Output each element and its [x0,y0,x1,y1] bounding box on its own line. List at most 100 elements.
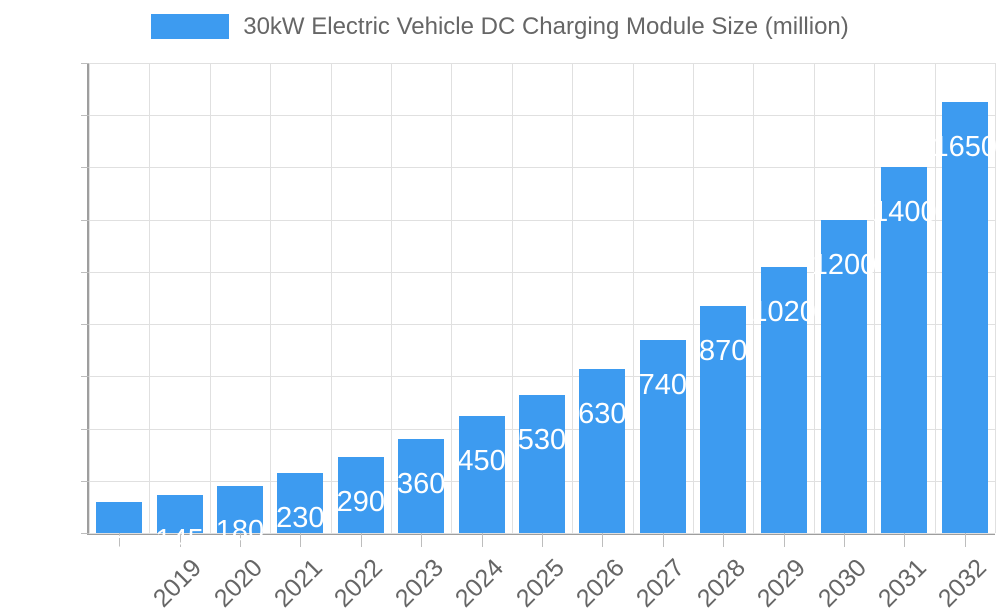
legend-series-label: 30kW Electric Vehicle DC Charging Module… [243,12,849,40]
x-axis-tick-mark [482,533,483,547]
y-axis-tick-mark [81,428,89,430]
x-axis-tick-label: 2022 [329,553,389,613]
bar-slot[interactable]: 290 [331,63,391,533]
x-axis-tick-mark [723,533,724,547]
gridline-vertical [270,63,271,533]
x-axis-tick-label: 2031 [872,553,933,613]
gridline-horizontal [89,115,995,117]
plot-area: 020040060080010001200140016001800 120145… [81,63,1000,613]
bar[interactable] [700,305,747,533]
bar-value-label: 1400 [872,196,937,229]
bar[interactable] [277,472,324,533]
gridline-vertical [391,63,392,533]
bar-slot[interactable]: 1200 [811,63,877,533]
x-axis-tick-label: 2030 [812,553,872,613]
y-axis-tick-mark [81,63,89,64]
x-axis-tick-mark [119,533,120,547]
bar-slot[interactable]: 870 [693,63,753,533]
bar-chart: 30kW Electric Vehicle DC Charging Module… [0,14,1000,613]
x-axis-tick-mark [844,533,845,547]
bar[interactable] [156,495,203,533]
gridline-vertical [331,63,332,533]
bar-slot[interactable]: 740 [633,63,693,533]
bar[interactable] [760,266,807,533]
bar[interactable] [216,486,263,533]
bar-slot[interactable]: 180 [210,63,270,546]
gridline-vertical [210,63,211,533]
bar[interactable] [579,368,626,533]
chart-legend: 30kW Electric Vehicle DC Charging Module… [0,14,1000,39]
bar-slot[interactable]: 120 [89,63,149,561]
gridline-vertical [633,63,634,533]
bar-value-label: 1200 [811,248,877,281]
bar[interactable] [458,415,505,533]
bar-value-label: 630 [578,397,627,430]
bar[interactable] [398,439,445,533]
bar-slot[interactable]: 1400 [872,63,937,533]
gridline-vertical [814,63,815,533]
gridline-vertical [512,63,513,533]
x-axis-tick-label: 2028 [691,553,751,613]
bar[interactable] [96,501,143,533]
y-axis-tick-mark [81,533,89,534]
gridline-horizontal [89,167,995,169]
x-axis-tick-mark [784,533,785,547]
gridline-vertical [935,63,936,533]
x-axis-tick-mark [180,533,181,547]
bar-slot[interactable]: 630 [572,63,632,533]
bar-value-label: 870 [698,334,748,367]
x-axis-tick-mark [361,533,362,547]
x-axis-tick-mark [240,533,241,547]
gridline-vertical [995,63,996,533]
bar-slot[interactable]: 450 [451,63,511,533]
bar[interactable] [337,457,384,533]
x-axis-tick-label: 2025 [510,553,570,613]
x-axis-tick-label: 2021 [268,553,329,613]
gridline-vertical [753,63,754,533]
bar-value-label: 180 [215,515,265,547]
x-axis-tick-mark [542,533,543,547]
bar[interactable] [820,219,867,533]
bar-slot[interactable]: 145 [149,63,209,555]
x-axis-tick-mark [602,533,603,547]
x-axis-tick-label: 2027 [631,553,691,613]
gridline-horizontal [89,63,995,64]
y-axis-tick-mark [81,167,89,169]
x-axis-tick-label: 2029 [752,553,812,613]
bar-value-label: 1020 [751,295,816,328]
x-axis-tick-label: 2024 [450,553,510,613]
bar[interactable] [518,394,565,533]
y-axis-tick-mark [81,376,89,378]
gridline-horizontal [89,271,995,273]
bar-slot[interactable]: 360 [391,63,451,533]
x-axis-tick-mark [421,533,422,547]
x-axis-tick-mark [663,533,664,547]
gridline-vertical [693,63,694,533]
bar-value-label: 450 [457,444,506,477]
x-axis-tick-label: 2032 [933,553,993,613]
x-axis-tick-mark [300,533,301,547]
legend-color-swatch [151,14,230,39]
bar-value-label: 360 [396,468,446,500]
bar-value-label: 1650 [932,131,998,164]
bar-slot[interactable]: 1650 [932,63,998,533]
bar-slot[interactable]: 230 [270,63,330,533]
x-axis-tick-mark [904,533,905,547]
bar[interactable] [881,167,928,533]
y-axis-tick-mark [81,271,89,273]
bar-slot[interactable]: 1020 [751,63,816,533]
bar-value-label: 120 [94,530,144,563]
bar[interactable] [639,339,686,533]
gridline-vertical [89,63,90,533]
x-axis-tick-mark [965,533,966,547]
bar-value-label: 530 [517,423,567,456]
gridline-vertical [149,63,150,533]
gridline-vertical [874,63,875,533]
gridline-vertical [451,63,452,533]
x-axis-tick-label: 2020 [208,553,268,613]
gridline-horizontal [89,324,995,326]
bar-slot[interactable]: 530 [512,63,572,533]
y-axis-tick-mark [81,324,89,326]
gridline-horizontal [89,219,995,221]
bar[interactable] [941,102,988,533]
